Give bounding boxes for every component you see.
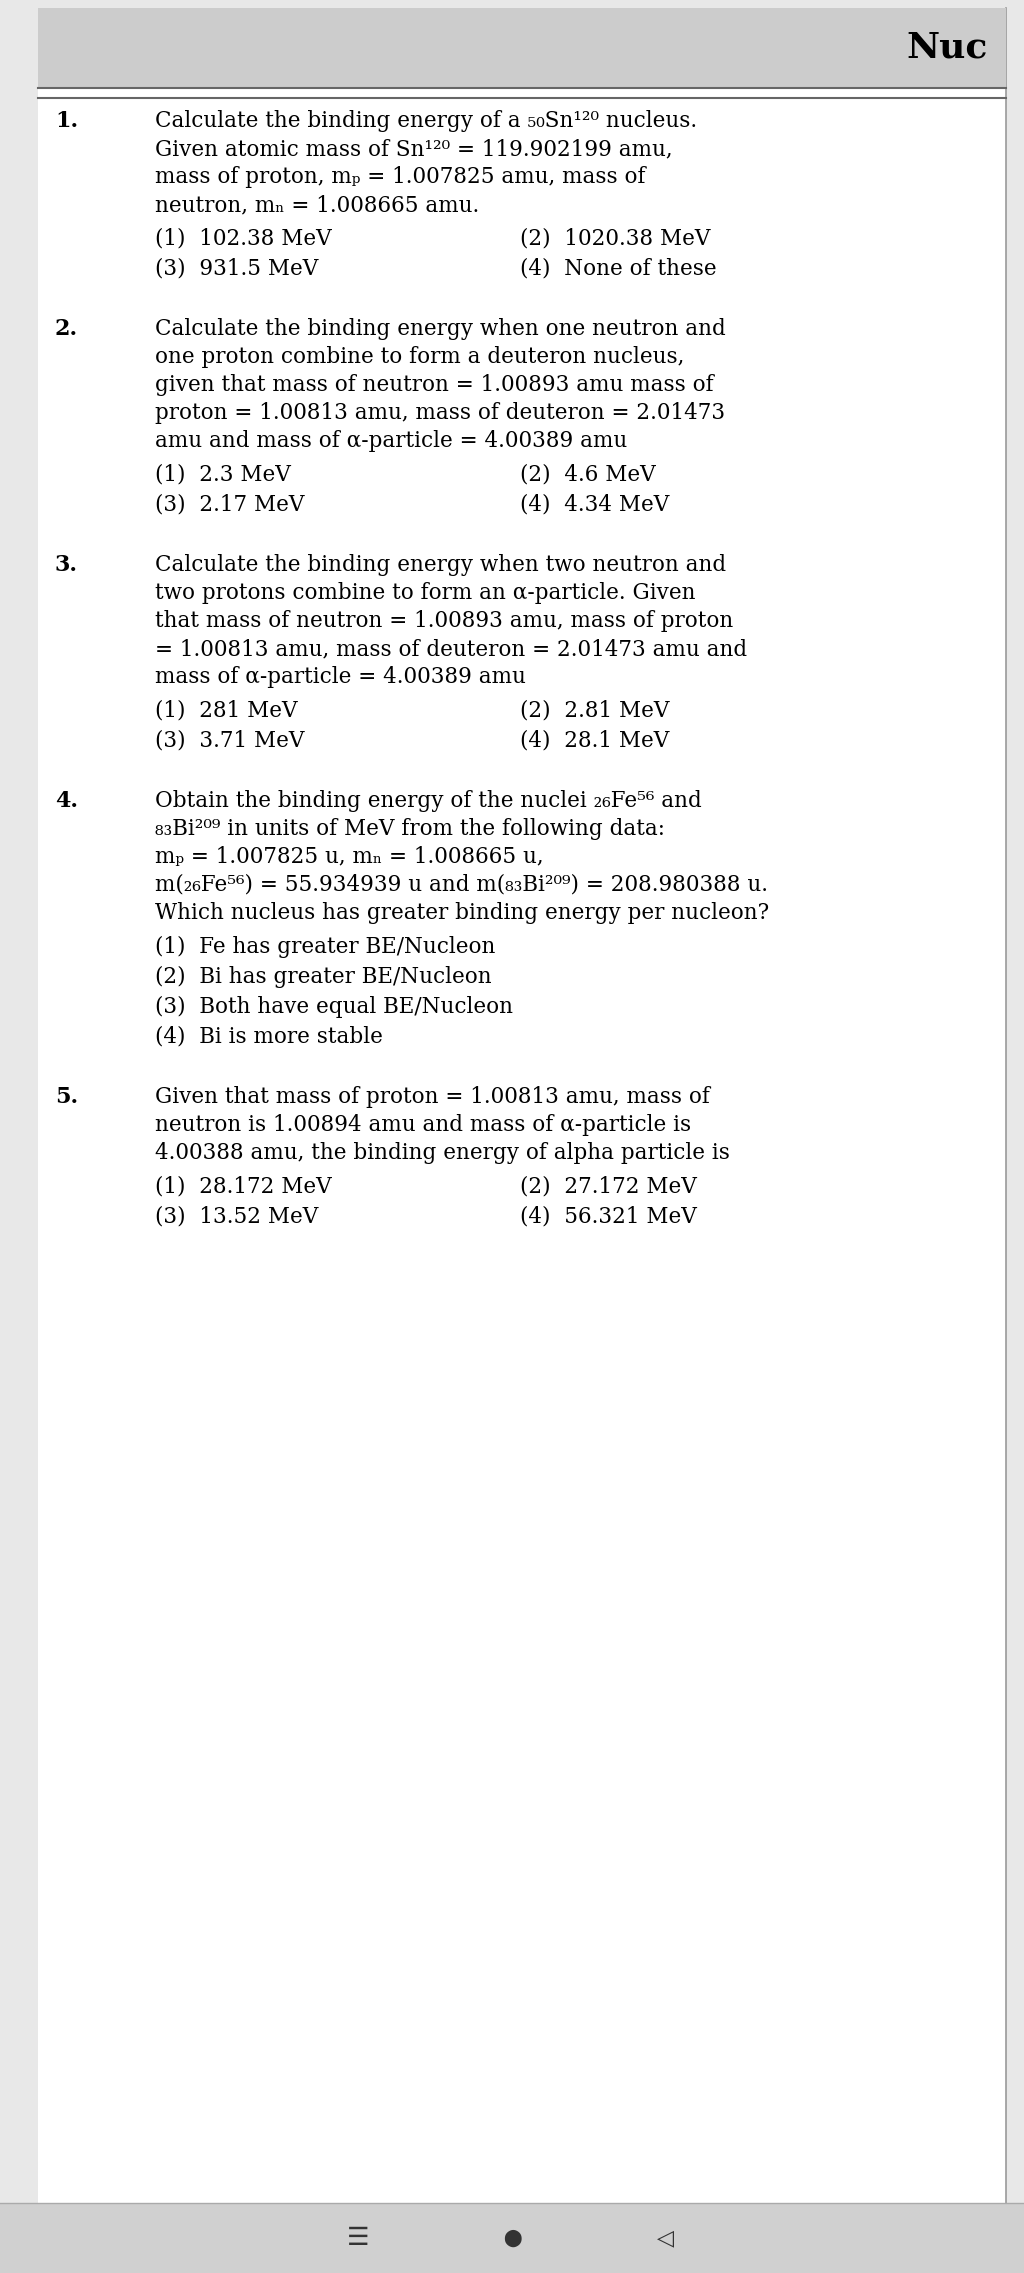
Text: m(₂₆Fe⁵⁶) = 55.934939 u and m(₈₃Bi²⁰⁹) = 208.980388 u.: m(₂₆Fe⁵⁶) = 55.934939 u and m(₈₃Bi²⁰⁹) =… bbox=[155, 875, 768, 896]
Text: (1)  281 MeV: (1) 281 MeV bbox=[155, 700, 298, 723]
Bar bbox=[38, 9, 1006, 89]
Text: mₚ = 1.007825 u, mₙ = 1.008665 u,: mₚ = 1.007825 u, mₙ = 1.008665 u, bbox=[155, 846, 544, 868]
Text: amu and mass of α-particle = 4.00389 amu: amu and mass of α-particle = 4.00389 amu bbox=[155, 430, 628, 452]
Text: ☰: ☰ bbox=[347, 2225, 370, 2250]
Text: proton = 1.00813 amu, mass of deuteron = 2.01473: proton = 1.00813 amu, mass of deuteron =… bbox=[155, 402, 725, 425]
Text: Calculate the binding energy when one neutron and: Calculate the binding energy when one ne… bbox=[155, 318, 726, 341]
Text: neutron, mₙ = 1.008665 amu.: neutron, mₙ = 1.008665 amu. bbox=[155, 193, 479, 216]
Text: one proton combine to form a deuteron nucleus,: one proton combine to form a deuteron nu… bbox=[155, 345, 684, 368]
Text: (2)  2.81 MeV: (2) 2.81 MeV bbox=[520, 700, 670, 723]
Text: (3)  Both have equal BE/Nucleon: (3) Both have equal BE/Nucleon bbox=[155, 996, 513, 1018]
Text: Which nucleus has greater binding energy per nucleon?: Which nucleus has greater binding energy… bbox=[155, 902, 769, 925]
Text: Calculate the binding energy when two neutron and: Calculate the binding energy when two ne… bbox=[155, 555, 726, 575]
Text: Calculate the binding energy of a ₅₀Sn¹²⁰ nucleus.: Calculate the binding energy of a ₅₀Sn¹²… bbox=[155, 109, 697, 132]
Text: Nuc: Nuc bbox=[906, 32, 988, 66]
Text: that mass of neutron = 1.00893 amu, mass of proton: that mass of neutron = 1.00893 amu, mass… bbox=[155, 609, 733, 632]
Text: 1.: 1. bbox=[55, 109, 78, 132]
Text: (4)  28.1 MeV: (4) 28.1 MeV bbox=[520, 730, 670, 752]
Bar bbox=[0, 2203, 1024, 2273]
Text: Obtain the binding energy of the nuclei ₂₆Fe⁵⁶ and: Obtain the binding energy of the nuclei … bbox=[155, 791, 701, 811]
Text: (1)  2.3 MeV: (1) 2.3 MeV bbox=[155, 464, 291, 486]
Text: = 1.00813 amu, mass of deuteron = 2.01473 amu and: = 1.00813 amu, mass of deuteron = 2.0147… bbox=[155, 639, 748, 659]
Text: 4.: 4. bbox=[55, 791, 78, 811]
Text: (3)  931.5 MeV: (3) 931.5 MeV bbox=[155, 259, 318, 280]
Text: Given atomic mass of Sn¹²⁰ = 119.902199 amu,: Given atomic mass of Sn¹²⁰ = 119.902199 … bbox=[155, 139, 673, 159]
Text: 4.00388 amu, the binding energy of alpha particle is: 4.00388 amu, the binding energy of alpha… bbox=[155, 1141, 730, 1164]
Text: given that mass of neutron = 1.00893 amu mass of: given that mass of neutron = 1.00893 amu… bbox=[155, 375, 714, 396]
Text: (1)  102.38 MeV: (1) 102.38 MeV bbox=[155, 227, 332, 250]
Text: neutron is 1.00894 amu and mass of α-particle is: neutron is 1.00894 amu and mass of α-par… bbox=[155, 1114, 691, 1136]
Text: 2.: 2. bbox=[55, 318, 78, 341]
Text: ◁: ◁ bbox=[657, 2228, 674, 2248]
Text: mass of proton, mₚ = 1.007825 amu, mass of: mass of proton, mₚ = 1.007825 amu, mass … bbox=[155, 166, 645, 189]
Text: (3)  3.71 MeV: (3) 3.71 MeV bbox=[155, 730, 304, 752]
Text: (2)  1020.38 MeV: (2) 1020.38 MeV bbox=[520, 227, 711, 250]
Text: mass of α-particle = 4.00389 amu: mass of α-particle = 4.00389 amu bbox=[155, 666, 526, 689]
Text: ⬤: ⬤ bbox=[503, 2230, 521, 2248]
Text: (4)  56.321 MeV: (4) 56.321 MeV bbox=[520, 1207, 697, 1227]
Text: (4)  Bi is more stable: (4) Bi is more stable bbox=[155, 1025, 383, 1048]
Text: (1)  28.172 MeV: (1) 28.172 MeV bbox=[155, 1175, 332, 1198]
Text: ₈₃Bi²⁰⁹ in units of MeV from the following data:: ₈₃Bi²⁰⁹ in units of MeV from the followi… bbox=[155, 818, 665, 841]
Text: Given that mass of proton = 1.00813 amu, mass of: Given that mass of proton = 1.00813 amu,… bbox=[155, 1086, 710, 1107]
Text: two protons combine to form an α-particle. Given: two protons combine to form an α-particl… bbox=[155, 582, 695, 605]
Text: 3.: 3. bbox=[55, 555, 78, 575]
Text: (1)  Fe has greater BE/Nucleon: (1) Fe has greater BE/Nucleon bbox=[155, 936, 496, 959]
Text: (2)  27.172 MeV: (2) 27.172 MeV bbox=[520, 1175, 697, 1198]
Text: (4)  4.34 MeV: (4) 4.34 MeV bbox=[520, 493, 670, 516]
Text: (3)  2.17 MeV: (3) 2.17 MeV bbox=[155, 493, 304, 516]
Text: (2)  4.6 MeV: (2) 4.6 MeV bbox=[520, 464, 655, 486]
Text: (4)  None of these: (4) None of these bbox=[520, 259, 717, 280]
Text: (3)  13.52 MeV: (3) 13.52 MeV bbox=[155, 1207, 318, 1227]
Text: (2)  Bi has greater BE/Nucleon: (2) Bi has greater BE/Nucleon bbox=[155, 966, 492, 989]
Text: 5.: 5. bbox=[55, 1086, 78, 1107]
